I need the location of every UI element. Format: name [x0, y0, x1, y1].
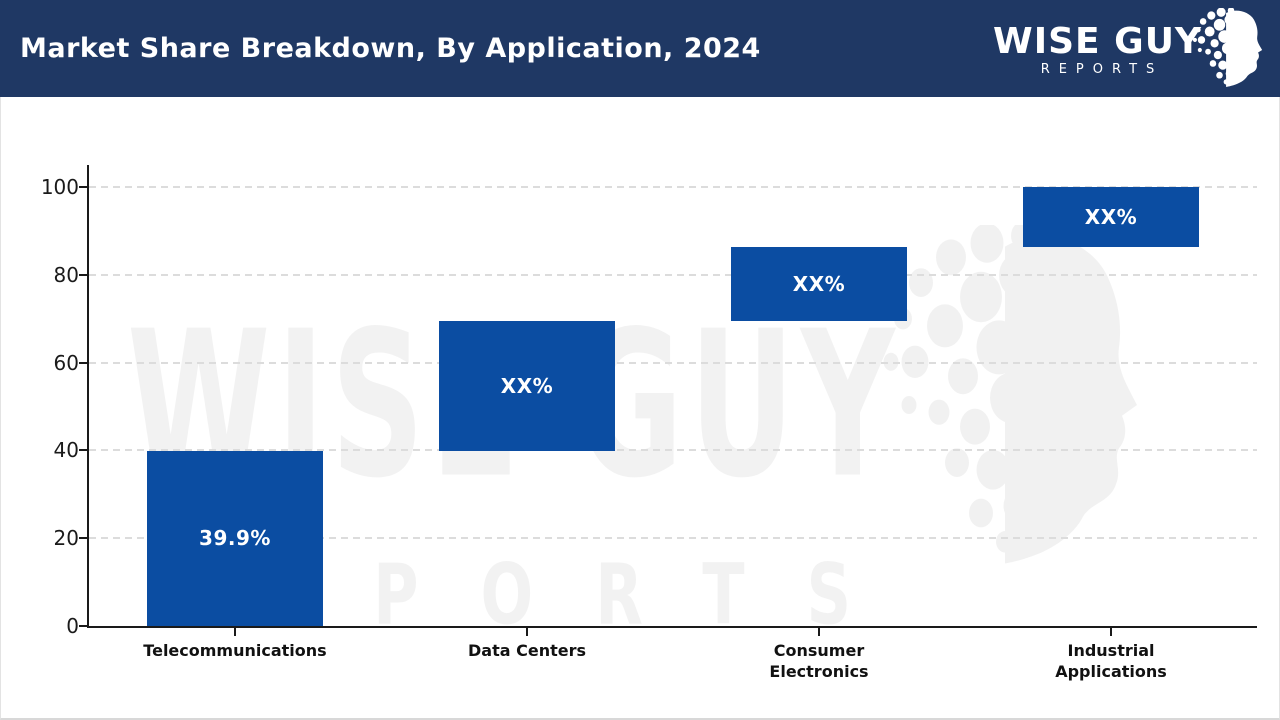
bar-segment: XX%: [439, 320, 615, 451]
x-tick-mark: [818, 628, 820, 636]
y-tick-mark: [79, 449, 87, 452]
grid-line: [89, 273, 1257, 276]
y-tick-label: 100: [40, 174, 79, 199]
bar-value-label: XX%: [500, 373, 554, 398]
y-tick-mark: [79, 361, 87, 364]
x-tick-mark: [526, 628, 528, 636]
y-tick-label: 80: [53, 262, 79, 287]
x-tick-label: Telecommunications: [143, 641, 327, 660]
x-tick-mark: [234, 628, 236, 636]
logo-face-icon: [1192, 8, 1263, 87]
bar-value-label: XX%: [1084, 205, 1138, 230]
bar-value-label: 39.9%: [199, 526, 271, 551]
y-axis-line: [87, 165, 89, 628]
x-tick-label: Data Centers: [468, 641, 586, 660]
y-tick-label: 40: [53, 438, 79, 463]
y-tick-label: 20: [53, 526, 79, 551]
y-tick-label: 60: [53, 350, 79, 375]
grid-line: [89, 361, 1257, 364]
header-bar: Market Share Breakdown, By Application, …: [0, 0, 1280, 97]
logo-subtitle: REPORTS: [1040, 61, 1164, 77]
y-tick-mark: [79, 625, 87, 627]
page-title: Market Share Breakdown, By Application, …: [20, 33, 761, 64]
y-tick-mark: [79, 273, 87, 276]
plot-area: 39.9% XX% XX% XX%: [79, 165, 1257, 636]
x-axis-line: [87, 626, 1257, 628]
y-tick-mark: [79, 185, 87, 188]
y-tick-label: 0: [66, 614, 79, 638]
grid-line: [89, 185, 1257, 188]
logo-text: WISE GUY REPORTS: [993, 23, 1202, 77]
bar-segment: XX%: [731, 247, 907, 321]
bar-value-label: XX%: [792, 272, 846, 296]
x-tick-mark: [1110, 628, 1112, 636]
grid-line: [89, 537, 1257, 540]
bar-segment: 39.9%: [147, 450, 323, 626]
logo-wordmark: WISE GUY: [992, 21, 1202, 63]
brand-logo: WISE GUY REPORTS: [993, 8, 1272, 92]
x-tick-label: Consumer Electronics: [769, 641, 869, 681]
bar-segment: XX%: [1023, 186, 1199, 248]
y-tick-mark: [79, 537, 87, 540]
x-tick-label: Industrial Applications: [1055, 641, 1167, 681]
grid-line: [89, 449, 1257, 452]
chart-canvas: WISE GUY REPORTS 39.9% XX% XX% XX% 0: [0, 97, 1280, 720]
